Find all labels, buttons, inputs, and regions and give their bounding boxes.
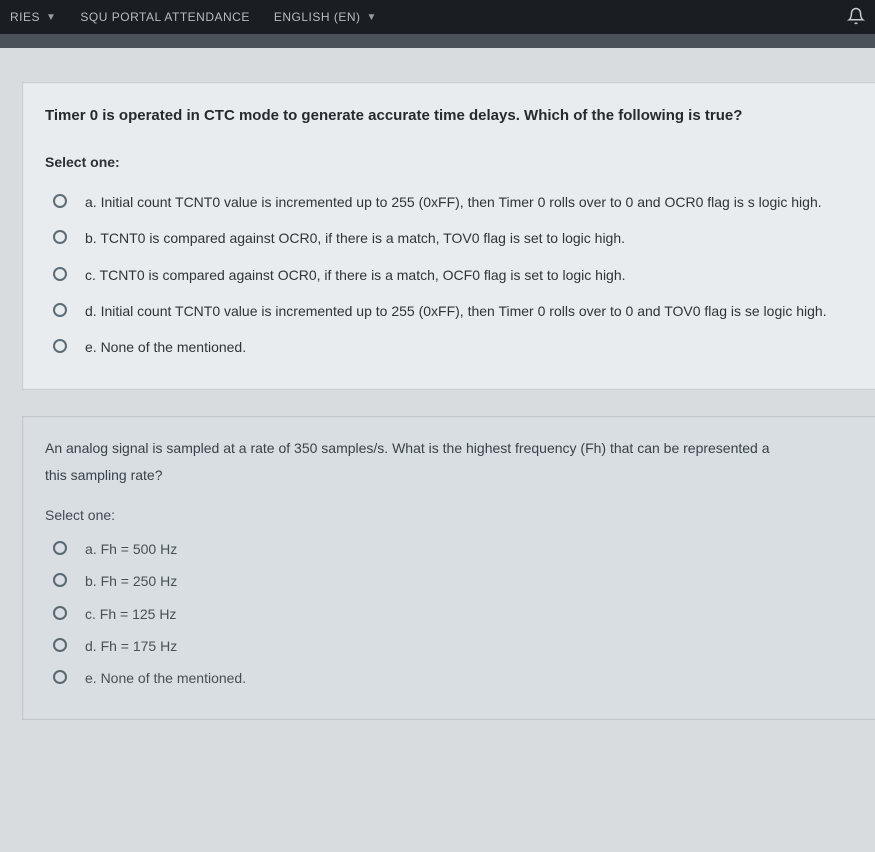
radio-d[interactable] xyxy=(53,638,67,652)
radio-e[interactable] xyxy=(53,339,67,353)
question-prompt: Timer 0 is operated in CTC mode to gener… xyxy=(45,105,856,126)
option-d-text: d. Initial count TCNT0 value is incremen… xyxy=(85,301,852,321)
options-list: a. Initial count TCNT0 value is incremen… xyxy=(45,184,856,365)
option-a[interactable]: a. Fh = 500 Hz xyxy=(45,533,856,565)
option-c-text: c. TCNT0 is compared against OCR0, if th… xyxy=(85,265,852,285)
select-one-label: Select one: xyxy=(45,154,856,170)
option-e-text: e. None of the mentioned. xyxy=(85,337,852,357)
option-b[interactable]: b. TCNT0 is compared against OCR0, if th… xyxy=(45,220,856,256)
option-c[interactable]: c. TCNT0 is compared against OCR0, if th… xyxy=(45,257,856,293)
radio-b[interactable] xyxy=(53,573,67,587)
option-a[interactable]: a. Initial count TCNT0 value is incremen… xyxy=(45,184,856,220)
option-b-text: b. Fh = 250 Hz xyxy=(85,571,852,591)
question-card-2: An analog signal is sampled at a rate of… xyxy=(22,416,875,719)
question-prompt-line1: An analog signal is sampled at a rate of… xyxy=(45,439,856,459)
page-content: Timer 0 is operated in CTC mode to gener… xyxy=(0,48,875,720)
option-b-text: b. TCNT0 is compared against OCR0, if th… xyxy=(85,228,852,248)
option-d[interactable]: d. Fh = 175 Hz xyxy=(45,630,856,662)
nav-language[interactable]: ENGLISH (EN) ▼ xyxy=(274,10,377,24)
nav-categories[interactable]: RIES ▼ xyxy=(10,10,56,24)
radio-e[interactable] xyxy=(53,670,67,684)
nav-categories-label: RIES xyxy=(10,10,40,24)
select-one-label: Select one: xyxy=(45,507,856,523)
option-e-text: e. None of the mentioned. xyxy=(85,668,852,688)
option-a-text: a. Fh = 500 Hz xyxy=(85,539,852,559)
chevron-down-icon: ▼ xyxy=(367,12,377,23)
option-c-text: c. Fh = 125 Hz xyxy=(85,604,852,624)
option-b[interactable]: b. Fh = 250 Hz xyxy=(45,565,856,597)
option-a-text: a. Initial count TCNT0 value is incremen… xyxy=(85,192,852,212)
option-c[interactable]: c. Fh = 125 Hz xyxy=(45,598,856,630)
nav-language-label: ENGLISH (EN) xyxy=(274,10,361,24)
radio-d[interactable] xyxy=(53,303,67,317)
top-nav-bar: RIES ▼ SQU PORTAL ATTENDANCE ENGLISH (EN… xyxy=(0,0,875,34)
nav-attendance-label: SQU PORTAL ATTENDANCE xyxy=(80,10,249,24)
radio-c[interactable] xyxy=(53,606,67,620)
notification-bell-icon[interactable] xyxy=(847,7,865,28)
radio-b[interactable] xyxy=(53,230,67,244)
option-e[interactable]: e. None of the mentioned. xyxy=(45,662,856,694)
radio-a[interactable] xyxy=(53,194,67,208)
nav-attendance[interactable]: SQU PORTAL ATTENDANCE xyxy=(80,10,249,24)
option-d-text: d. Fh = 175 Hz xyxy=(85,636,852,656)
radio-a[interactable] xyxy=(53,541,67,555)
sub-bar xyxy=(0,34,875,48)
options-list: a. Fh = 500 Hz b. Fh = 250 Hz c. Fh = 12… xyxy=(45,533,856,694)
option-d[interactable]: d. Initial count TCNT0 value is incremen… xyxy=(45,293,856,329)
radio-c[interactable] xyxy=(53,267,67,281)
question-card-1: Timer 0 is operated in CTC mode to gener… xyxy=(22,82,875,390)
chevron-down-icon: ▼ xyxy=(46,12,56,23)
option-e[interactable]: e. None of the mentioned. xyxy=(45,329,856,365)
question-prompt-line2: this sampling rate? xyxy=(45,467,856,483)
